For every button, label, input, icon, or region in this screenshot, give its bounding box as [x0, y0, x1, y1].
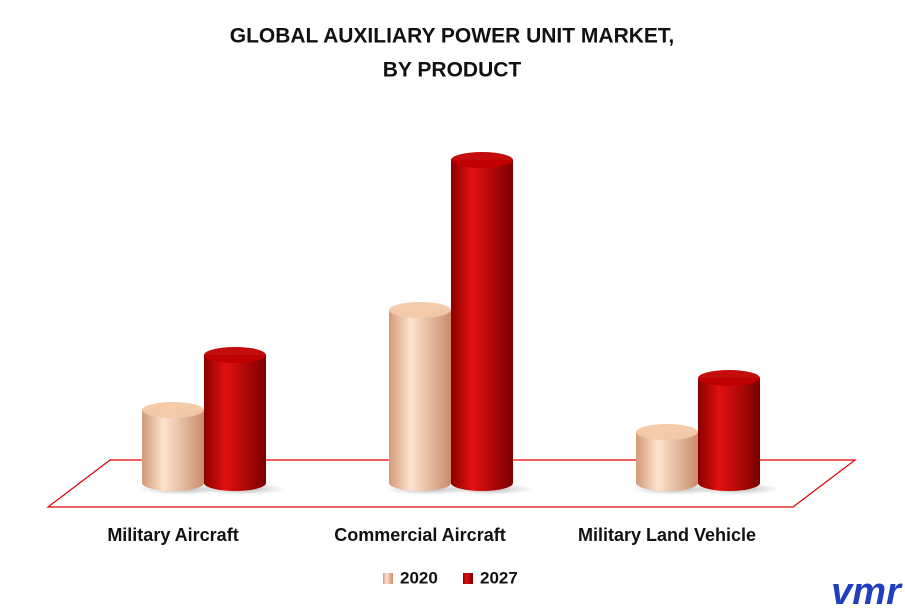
bar-top	[636, 424, 698, 440]
bar	[636, 432, 698, 483]
legend-label: 2020	[400, 568, 438, 587]
bar-top	[142, 402, 204, 418]
bar	[698, 378, 760, 483]
logo: vmr	[831, 571, 903, 613]
bar-top	[698, 370, 760, 386]
bar-top	[389, 302, 451, 318]
x-tick-label: Military Land Vehicle	[578, 525, 756, 545]
floor	[46, 459, 857, 508]
bar-top	[451, 152, 513, 168]
bar-top	[204, 347, 266, 363]
legend-swatch	[463, 573, 473, 584]
chart-title: GLOBAL AUXILIARY POWER UNIT MARKET,	[230, 25, 675, 48]
bar	[204, 355, 266, 483]
x-tick-label: Military Aircraft	[107, 525, 238, 545]
legend-swatch	[383, 573, 393, 584]
bar	[451, 160, 513, 483]
legend-label: 2027	[480, 568, 518, 587]
bar	[389, 310, 451, 483]
x-tick-label: Commercial Aircraft	[334, 525, 505, 545]
bar	[142, 410, 204, 483]
chart-title: BY PRODUCT	[383, 59, 522, 82]
